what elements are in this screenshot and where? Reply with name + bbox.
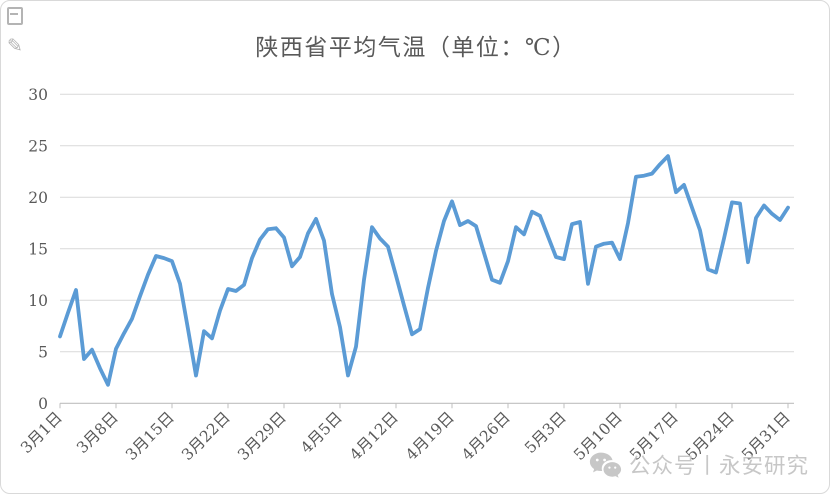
temperature-series-line: [58, 154, 790, 387]
y-axis-tick-label: 15: [28, 240, 48, 258]
x-axis-tick-label: 4月26日: [458, 408, 514, 464]
y-axis-tick-label: 5: [38, 343, 48, 361]
y-axis-tick-label: 20: [28, 189, 48, 207]
pen-icon: ✎: [7, 35, 23, 57]
x-axis-tick-label: 5月17日: [626, 408, 682, 464]
x-axis-tick-label: 5月31日: [738, 408, 794, 464]
x-axis-tick-label: 4月19日: [402, 408, 458, 464]
chart-title: 陕西省平均气温（单位：℃）: [255, 35, 577, 61]
x-axis-tick-label: 5月3日: [521, 408, 570, 457]
x-axis-tick-label: 3月8日: [73, 408, 122, 457]
x-axis-tick-label: 5月24日: [682, 408, 738, 464]
y-axis-tick-label: 30: [28, 86, 48, 104]
x-axis-tick-label: 5月10日: [570, 408, 626, 464]
corner-icons: ✎: [7, 7, 33, 56]
x-axis-tick-label: 3月29日: [234, 408, 290, 464]
x-axis-tick-label: 3月15日: [122, 408, 178, 464]
y-axis-tick-label: 0: [38, 395, 48, 413]
x-axis-tick-label: 4月5日: [297, 408, 346, 457]
x-axis-tick-label: 3月22日: [178, 408, 234, 464]
y-axis-tick-label: 25: [28, 137, 48, 155]
x-axis-tick-label: 3月1日: [17, 408, 66, 457]
x-axis-tick-label: 4月12日: [346, 408, 402, 464]
document-icon: [7, 7, 23, 25]
y-axis-tick-label: 10: [28, 292, 48, 310]
